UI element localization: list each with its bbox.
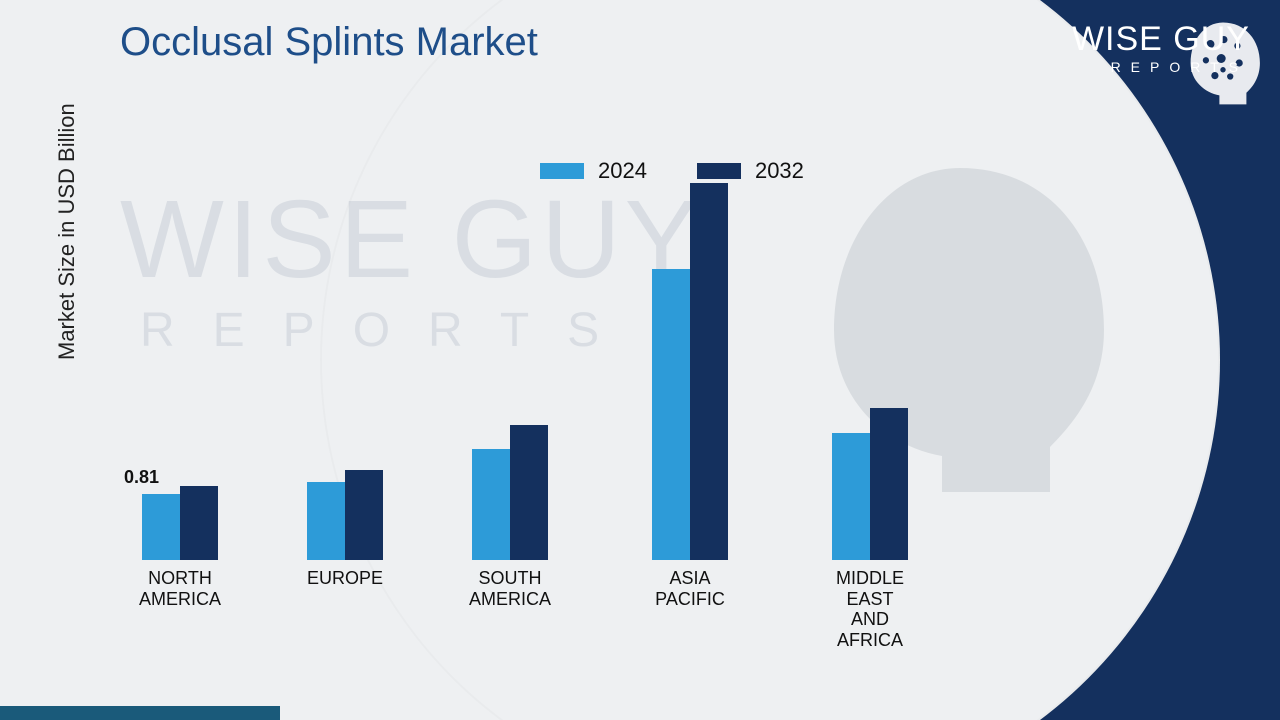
footer-accent-bar — [0, 706, 280, 720]
value-label: 0.81 — [124, 467, 159, 488]
bar-group: EUROPE — [285, 470, 405, 560]
bar — [870, 408, 908, 560]
x-axis-label: EUROPE — [275, 568, 415, 589]
bar-group: ASIAPACIFIC — [630, 183, 750, 560]
bar — [472, 449, 510, 560]
chart-plot-area: NORTHAMERICA0.81 EUROPE SOUTHAMERICA ASIAPA… — [100, 150, 950, 560]
bar-group: MIDDLEEASTANDAFRICA — [810, 408, 930, 560]
bar-group: SOUTHAMERICA — [450, 425, 570, 560]
bar — [307, 482, 345, 560]
bar — [690, 183, 728, 560]
bar — [345, 470, 383, 560]
bar — [142, 494, 180, 560]
x-axis-label: ASIAPACIFIC — [620, 568, 760, 609]
bar — [180, 486, 218, 560]
bar — [510, 425, 548, 560]
bar-group: NORTHAMERICA — [120, 486, 240, 560]
x-axis-label: SOUTHAMERICA — [440, 568, 580, 609]
x-axis-label: MIDDLEEASTANDAFRICA — [800, 568, 940, 651]
chart-title: Occlusal Splints Market — [120, 20, 538, 65]
brand-sub: REPORTS — [1072, 60, 1250, 74]
bar — [832, 433, 870, 560]
bar — [652, 269, 690, 560]
y-axis-label: Market Size in USD Billion — [54, 103, 80, 360]
brand-block: WISE GUY REPORTS — [1072, 22, 1250, 74]
chart-stage: WISE GUY REPORTS Occlusal Splints Market… — [0, 0, 1280, 720]
x-axis-label: NORTHAMERICA — [110, 568, 250, 609]
brand-main: WISE GUY — [1072, 22, 1250, 56]
